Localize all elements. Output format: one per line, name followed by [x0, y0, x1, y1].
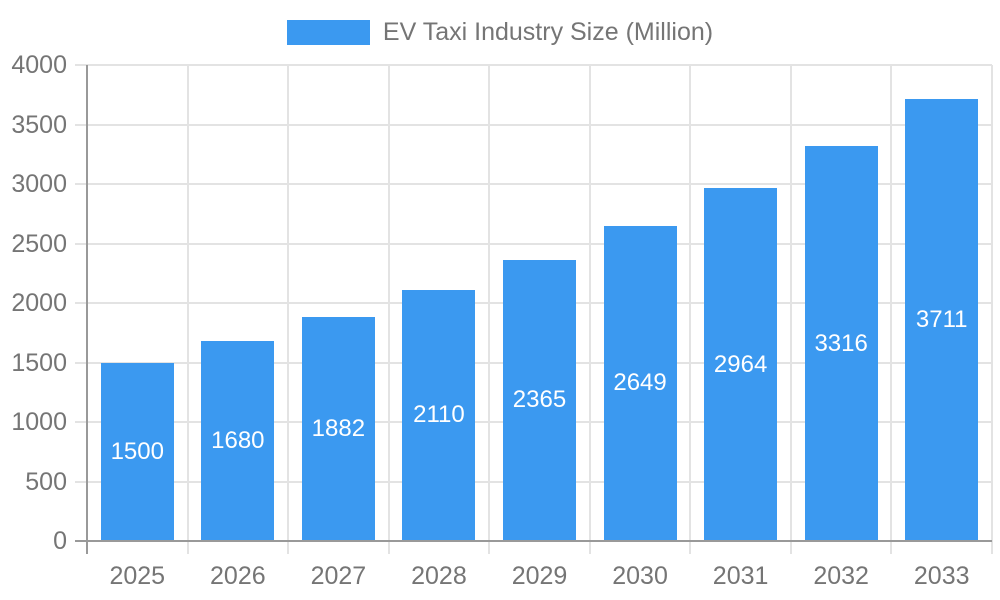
bar-value-label: 2964: [713, 350, 768, 378]
y-tick-label: 1500: [11, 348, 67, 377]
y-axis-tick: [75, 123, 87, 126]
x-tick-label: 2026: [210, 562, 266, 590]
bar-value-label: 2649: [613, 369, 667, 397]
y-tick-label: 3500: [11, 110, 67, 139]
bar: 3711: [905, 99, 979, 541]
x-tick-label: 2031: [712, 562, 769, 590]
x-gridline: [890, 65, 893, 541]
x-tick-label: 2032: [813, 562, 869, 590]
bar-value-label: 1500: [110, 437, 164, 465]
x-axis-baseline: [87, 540, 992, 542]
bar: 2649: [603, 225, 677, 541]
legend-swatch: [286, 19, 370, 45]
y-tick-label: 4000: [11, 51, 67, 79]
x-tick-label: 2029: [511, 562, 568, 590]
y-tick-label: 3000: [11, 170, 67, 198]
x-axis-tick: [991, 541, 993, 554]
x-gridline: [287, 65, 290, 541]
x-axis-tick: [86, 541, 88, 554]
bar-value-label: 1680: [211, 427, 265, 455]
x-gridline: [186, 65, 189, 541]
legend[interactable]: EV Taxi Industry Size (Million): [0, 17, 1000, 47]
bar: 3316: [804, 146, 878, 541]
bar: 2964: [704, 188, 778, 541]
x-gridline: [689, 65, 692, 541]
x-axis-tick: [890, 541, 893, 554]
y-tick-label: 2500: [11, 229, 67, 258]
bar: 2365: [503, 259, 576, 541]
x-gridline: [789, 65, 792, 541]
bar-value-label: 1882: [311, 415, 366, 442]
y-tick-label: 0: [53, 527, 67, 555]
x-axis-tick: [387, 541, 390, 554]
x-gridline: [588, 65, 591, 541]
x-tick-label: 2027: [310, 562, 367, 590]
x-axis-tick: [287, 541, 290, 554]
x-tick-label: 2025: [109, 562, 166, 590]
y-axis-tick: [75, 64, 87, 66]
y-tick-label: 1000: [11, 408, 67, 436]
y-gridline: [87, 64, 992, 66]
x-tick-label: 2030: [612, 562, 668, 590]
y-tick-label: 500: [25, 467, 67, 496]
y-axis-tick: [75, 540, 87, 542]
x-axis-tick: [186, 541, 189, 554]
bar-value-label: 2365: [512, 386, 567, 414]
bar: 1882: [301, 317, 375, 541]
y-axis-tick: [75, 183, 87, 185]
bar-value-label: 2110: [413, 401, 465, 429]
bar: 2110: [402, 289, 476, 541]
x-tick-label: 2028: [411, 562, 467, 590]
y-axis-tick: [75, 480, 87, 483]
x-gridline: [991, 65, 993, 541]
bar-value-label: 3711: [915, 306, 968, 334]
x-axis-tick: [488, 541, 491, 554]
y-axis-tick: [75, 361, 87, 364]
y-gridline: [87, 183, 992, 185]
y-axis-tick: [75, 302, 87, 304]
x-tick-label: 2033: [913, 562, 970, 590]
x-gridline: [387, 65, 390, 541]
x-gridline: [488, 65, 491, 541]
y-gridline: [87, 123, 992, 126]
y-tick-label: 2000: [11, 289, 67, 317]
x-axis-tick: [588, 541, 591, 554]
y-gridline: [87, 242, 992, 245]
y-axis-tick: [75, 242, 87, 245]
bar: 1680: [201, 341, 275, 541]
x-axis-tick: [689, 541, 692, 554]
y-axis-line: [86, 65, 88, 541]
legend-label: EV Taxi Industry Size (Million): [382, 17, 714, 46]
y-axis-tick: [75, 421, 87, 423]
bar-value-label: 3316: [814, 329, 868, 357]
x-axis-tick: [789, 541, 792, 554]
bar: 1500: [100, 362, 174, 541]
